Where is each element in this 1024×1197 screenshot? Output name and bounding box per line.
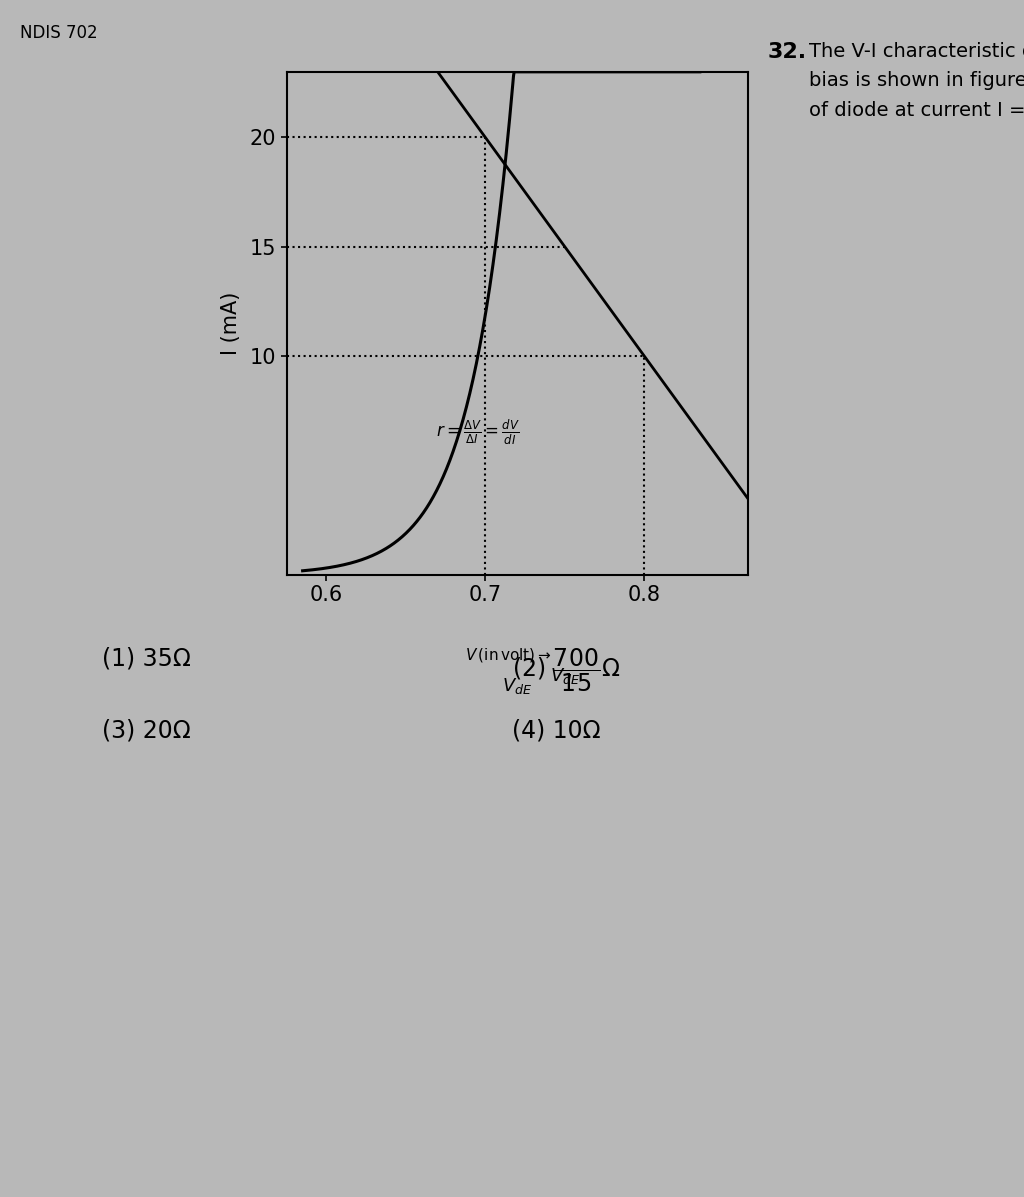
Text: The V-I characteristic of a silicon diode in forward
bias is shown in figure.  T: The V-I characteristic of a silicon diod… [809, 42, 1024, 120]
Text: $V_{dE}$: $V_{dE}$ [550, 667, 580, 686]
Text: $r = \frac{\Delta V}{\Delta I} = \frac{dV}{dI}$: $r = \frac{\Delta V}{\Delta I} = \frac{d… [435, 418, 519, 448]
Text: (4) 10Ω: (4) 10Ω [512, 718, 601, 742]
Text: $V_{dE}$: $V_{dE}$ [502, 676, 532, 697]
Text: NDIS 702: NDIS 702 [20, 24, 98, 42]
Text: (1) 35Ω: (1) 35Ω [102, 646, 191, 670]
Y-axis label: I (mA): I (mA) [221, 292, 242, 354]
Text: $V\,({\rm in\,volt}) \rightarrow$: $V\,({\rm in\,volt}) \rightarrow$ [465, 646, 551, 664]
Text: (3) 20Ω: (3) 20Ω [102, 718, 191, 742]
Text: (2) $\dfrac{700}{15}$Ω: (2) $\dfrac{700}{15}$Ω [512, 646, 621, 694]
Text: 32.: 32. [768, 42, 807, 62]
